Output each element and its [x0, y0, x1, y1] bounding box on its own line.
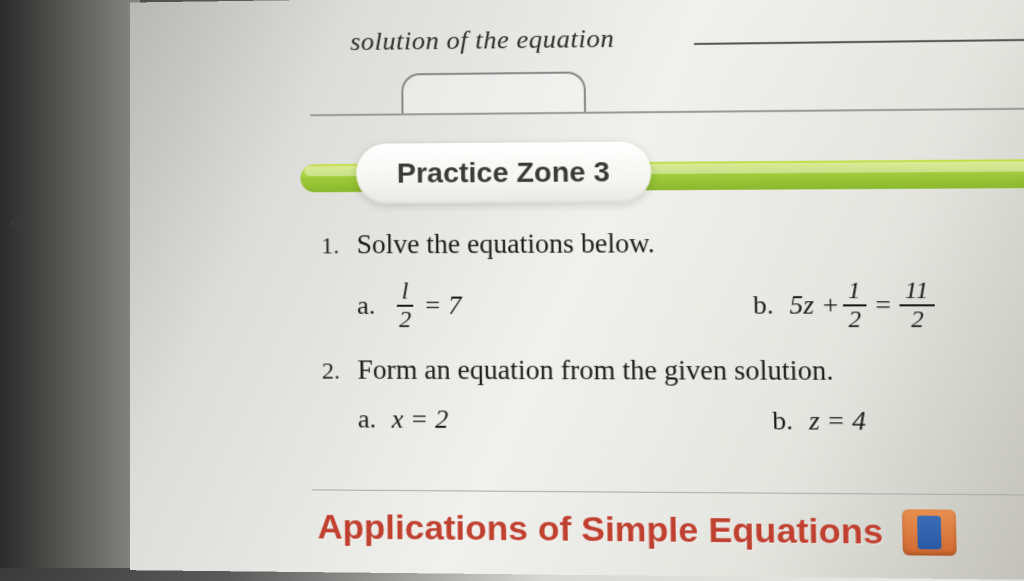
- equation-pre: 5z +: [789, 290, 840, 321]
- fraction-numerator: 11: [899, 277, 934, 306]
- question-2-line: 2. Form an equation from the given solut…: [322, 354, 1024, 388]
- section-badge-icon: [902, 509, 957, 556]
- math-expression-1b: 5z + 1 2 = 11 2: [789, 277, 938, 334]
- math-expression-2b: z = 4: [809, 405, 867, 436]
- fraction-numerator: 1: [842, 277, 866, 306]
- header-blank-line: [694, 39, 1024, 45]
- fraction-numerator: l: [396, 278, 413, 307]
- section-heading-wrap: Applications of Simple Equations: [317, 505, 957, 556]
- sub-label: a.: [358, 404, 377, 435]
- question-2-subs: a. x = 2 b. z = 4: [358, 404, 1024, 438]
- sub-label: a.: [357, 291, 376, 321]
- questions-content: 1. Solve the equations below. a. l 2 = 7…: [321, 226, 1024, 459]
- question-text: Solve the equations below.: [357, 228, 655, 260]
- fraction-denominator: 2: [905, 307, 929, 334]
- section-divider-line: [312, 489, 1024, 496]
- fraction-denominator: 2: [394, 307, 417, 334]
- question-number: 1.: [321, 233, 357, 260]
- sub-label: b.: [753, 290, 774, 321]
- sub-1b: b. 5z + 1 2 = 11 2: [753, 277, 938, 334]
- section-title: Applications of Simple Equations: [317, 507, 883, 552]
- sub-2a: a. x = 2: [358, 404, 449, 435]
- fraction: l 2: [394, 278, 417, 334]
- equation-rhs: = 7: [423, 291, 461, 321]
- margin-fragment-text: es: [10, 210, 27, 233]
- sub-1a: a. l 2 = 7: [357, 278, 462, 334]
- textbook-page: solution of the equation Practice Zone 3…: [130, 0, 1024, 580]
- question-1-line: 1. Solve the equations below.: [321, 226, 1024, 261]
- sub-2b: b. z = 4: [772, 405, 866, 437]
- question-number: 2.: [322, 358, 358, 385]
- question-text: Form an equation from the given solution…: [357, 354, 833, 387]
- fraction: 11 2: [899, 277, 935, 334]
- fraction-denominator: 2: [843, 307, 867, 334]
- math-expression-1a: l 2 = 7: [391, 278, 462, 334]
- header-partial-text: solution of the equation: [350, 24, 614, 57]
- tab-outline-decoration: [401, 71, 586, 113]
- page-left-shadow: [0, 0, 140, 568]
- question-1-subs: a. l 2 = 7 b. 5z + 1 2 =: [357, 277, 1024, 334]
- equation-mid: =: [873, 290, 892, 321]
- sub-label: b.: [772, 405, 793, 436]
- practice-zone-banner: Practice Zone 3: [300, 138, 1024, 205]
- math-expression-2a: x = 2: [392, 404, 449, 435]
- practice-zone-title: Practice Zone 3: [356, 142, 652, 204]
- fraction: 1 2: [842, 277, 867, 334]
